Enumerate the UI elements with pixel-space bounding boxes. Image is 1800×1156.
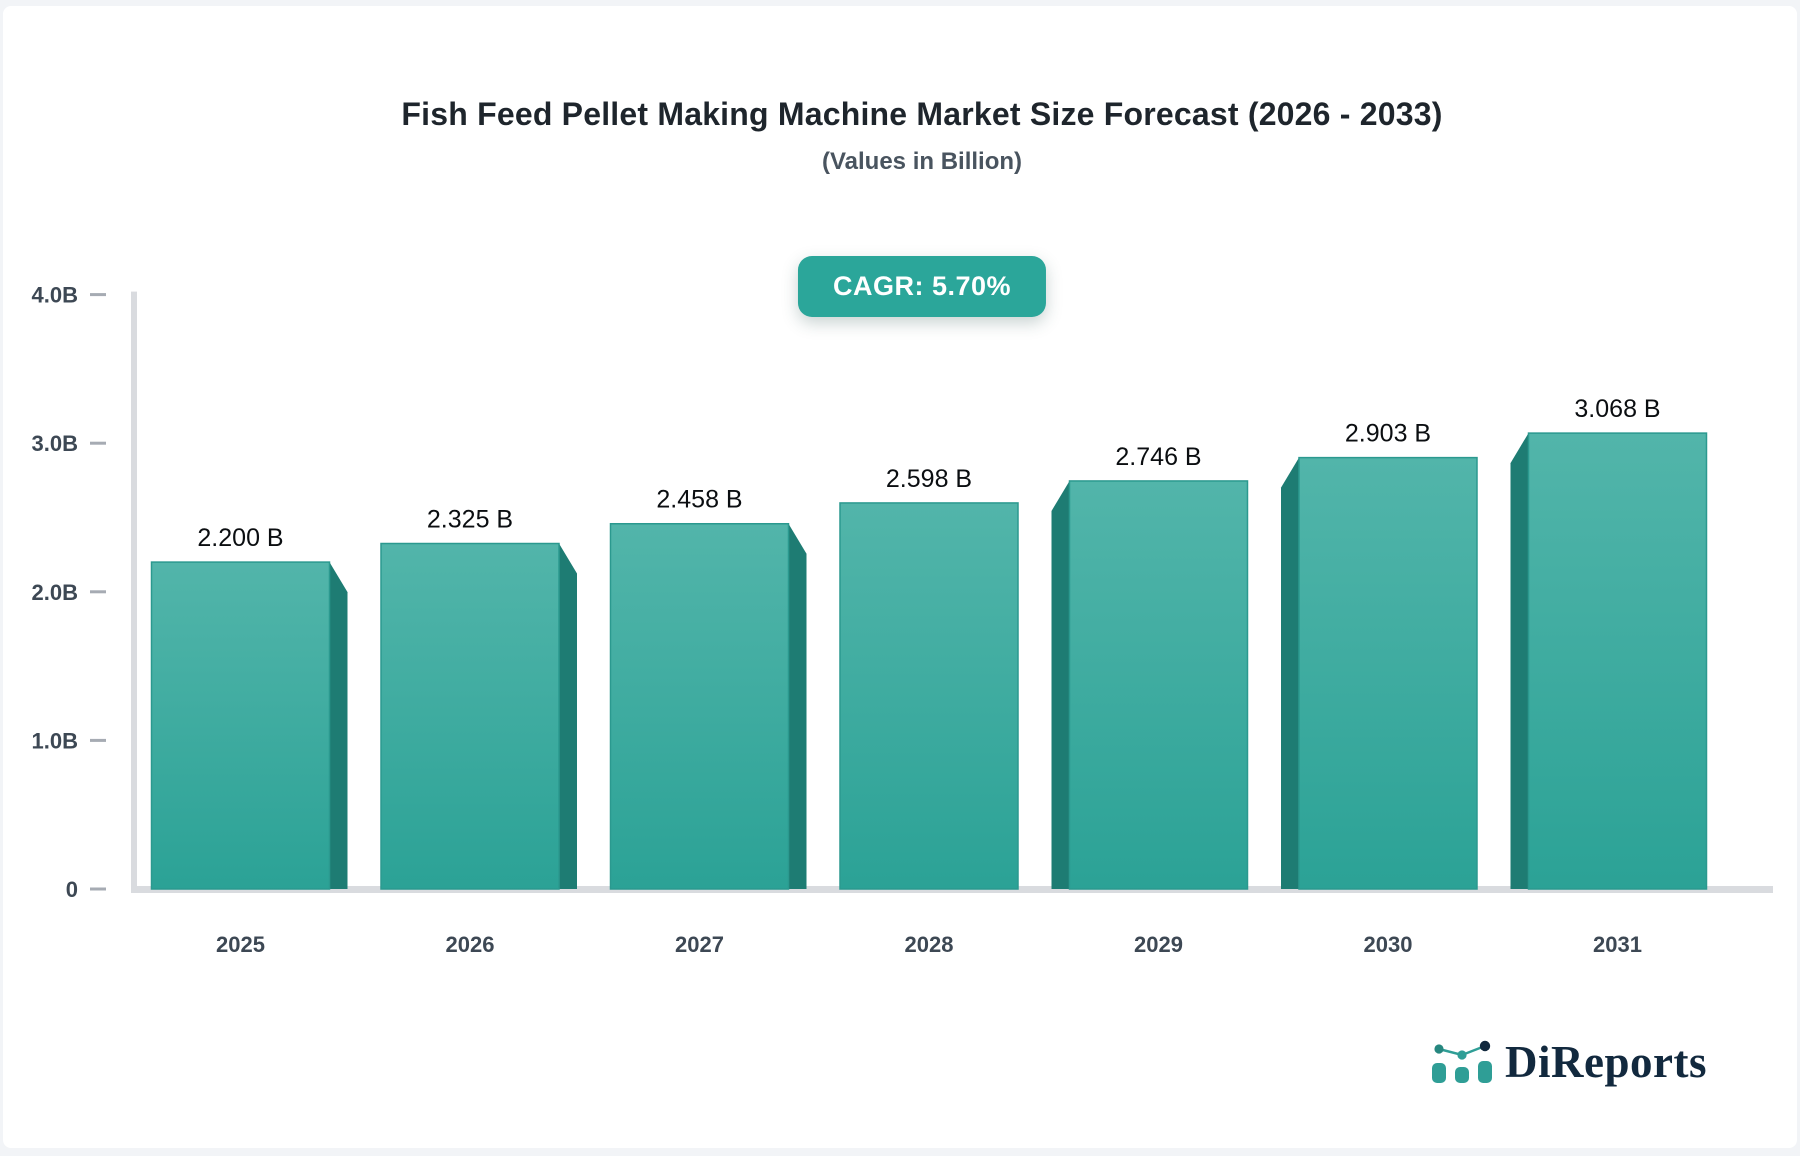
y-tick-mark (90, 441, 106, 445)
y-tick-mark (90, 590, 106, 594)
x-tick-label: 2029 (1134, 932, 1183, 957)
x-tick-label: 2028 (905, 932, 954, 957)
bar-side (1051, 480, 1070, 889)
cagr-badge: CAGR: 5.70% (797, 256, 1047, 317)
bar-side (1281, 457, 1299, 889)
chart-title: Fish Feed Pellet Making Machine Market S… (401, 96, 1443, 132)
bar-2030 (1298, 456, 1478, 890)
mini-bar-chart-icon (1432, 1040, 1492, 1083)
bar-2025 (150, 561, 331, 890)
x-tick-label: 2025 (216, 932, 265, 957)
bar-side (559, 543, 577, 889)
bar-2029 (1068, 480, 1249, 890)
bar-value-label: 2.458 B (656, 486, 742, 514)
x-tick-label: 2030 (1364, 932, 1413, 957)
bar-2031 (1527, 432, 1708, 890)
chart-subtitle: (Values in Billion) (821, 148, 1023, 175)
bar-value-label: 2.325 B (427, 506, 513, 534)
bar-side (329, 562, 348, 889)
bar-value-label: 2.598 B (886, 465, 972, 493)
bar-2027 (609, 522, 790, 890)
bar-side (1510, 433, 1529, 889)
x-tick-label: 2031 (1593, 932, 1642, 957)
logo-text: DiReports (1505, 1036, 1707, 1087)
bar-value-label: 2.746 B (1115, 443, 1201, 471)
logo: DiReports (1430, 1038, 1707, 1086)
bar-value-label: 3.068 B (1574, 395, 1660, 423)
bar-side (788, 523, 807, 889)
bar-value-label: 2.903 B (1345, 420, 1431, 448)
bar-value-label: 2.200 B (197, 524, 283, 552)
x-tick-label: 2026 (446, 932, 495, 957)
x-tick-label: 2027 (675, 932, 724, 957)
y-tick-label: 3.0B (32, 431, 78, 456)
y-tick-label: 2.0B (32, 580, 78, 605)
y-tick-mark (90, 887, 106, 891)
bar-2026 (380, 542, 560, 890)
y-tick-label: 4.0B (32, 283, 78, 308)
y-axis-line (131, 291, 137, 894)
y-tick-mark (90, 293, 106, 297)
y-tick-label: 1.0B (32, 728, 78, 753)
y-tick-mark (90, 738, 106, 742)
y-tick-label: 0 (66, 877, 78, 902)
bar-2028 (839, 502, 1019, 890)
